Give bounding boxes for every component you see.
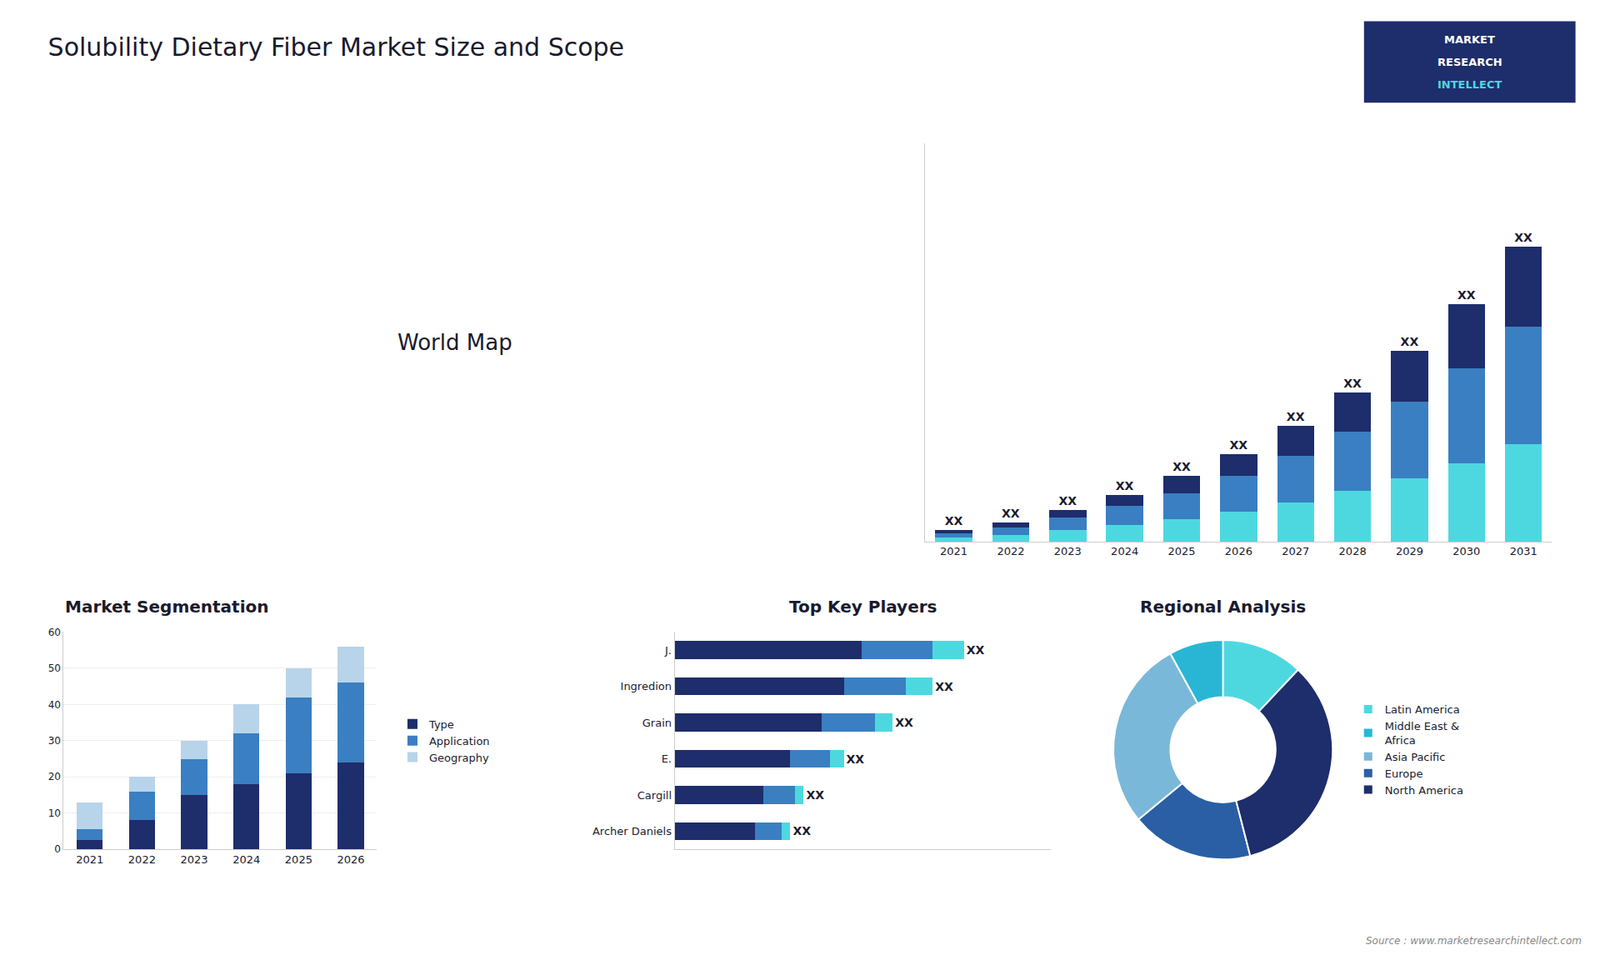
svg-text:XX: XX <box>1286 410 1305 424</box>
svg-text:Ingredion: Ingredion <box>620 680 672 693</box>
svg-text:World Map: World Map <box>397 330 513 355</box>
svg-text:Latin America: Latin America <box>1385 703 1460 716</box>
svg-text:2031: 2031 <box>1510 545 1538 558</box>
svg-text:Solubility Dietary Fiber Marke: Solubility Dietary Fiber Market Size and… <box>48 32 625 62</box>
svg-text:North America: North America <box>1385 784 1464 797</box>
svg-text:XX: XX <box>1230 438 1249 452</box>
svg-text:50: 50 <box>48 662 61 675</box>
svg-text:2025: 2025 <box>1167 545 1195 558</box>
svg-text:Geography: Geography <box>429 751 490 765</box>
svg-text:2028: 2028 <box>1339 545 1367 558</box>
svg-text:INTELLECT: INTELLECT <box>1437 78 1502 91</box>
svg-text:XX: XX <box>1001 506 1020 520</box>
svg-text:Grain: Grain <box>642 716 672 730</box>
svg-text:40: 40 <box>48 699 61 711</box>
svg-text:2026: 2026 <box>1225 545 1253 558</box>
svg-text:2024: 2024 <box>1110 545 1139 558</box>
svg-text:XX: XX <box>935 680 954 694</box>
svg-text:XX: XX <box>792 824 811 838</box>
svg-text:E.: E. <box>661 752 672 765</box>
svg-text:2024: 2024 <box>232 853 260 866</box>
svg-text:XX: XX <box>1058 494 1077 508</box>
svg-text:XX: XX <box>1457 288 1476 302</box>
svg-text:2029: 2029 <box>1395 545 1424 558</box>
svg-text:XX: XX <box>1514 230 1533 245</box>
svg-text:10: 10 <box>48 807 61 820</box>
svg-text:XX: XX <box>945 514 964 528</box>
svg-text:60: 60 <box>48 626 61 639</box>
svg-text:Regional Analysis: Regional Analysis <box>1140 596 1306 617</box>
svg-text:30: 30 <box>48 735 61 747</box>
svg-text:MARKET: MARKET <box>1444 33 1495 46</box>
svg-text:XX: XX <box>1172 460 1191 474</box>
svg-text:2025: 2025 <box>285 853 313 866</box>
svg-text:XX: XX <box>805 788 825 802</box>
svg-text:XX: XX <box>1400 335 1420 349</box>
svg-text:J.: J. <box>664 644 672 657</box>
svg-text:XX: XX <box>895 715 914 730</box>
svg-text:2021: 2021 <box>940 545 968 558</box>
svg-text:RESEARCH: RESEARCH <box>1437 55 1503 69</box>
svg-text:20: 20 <box>48 770 61 783</box>
svg-text:2022: 2022 <box>996 545 1025 558</box>
svg-text:Cargill: Cargill <box>637 789 672 802</box>
svg-text:2027: 2027 <box>1281 545 1310 558</box>
svg-text:2023: 2023 <box>1054 545 1082 558</box>
svg-text:Asia Pacific: Asia Pacific <box>1385 750 1446 764</box>
svg-text:2023: 2023 <box>180 853 209 866</box>
svg-text:2021: 2021 <box>75 853 104 866</box>
svg-text:Archer Daniels: Archer Daniels <box>592 825 672 838</box>
svg-text:Source : www.marketresearchint: Source : www.marketresearchintellect.com <box>1365 935 1582 947</box>
svg-text:Application: Application <box>429 735 490 748</box>
svg-text:Type: Type <box>428 718 455 731</box>
svg-text:2030: 2030 <box>1452 545 1480 558</box>
svg-text:XX: XX <box>846 752 865 766</box>
svg-text:Market Segmentation: Market Segmentation <box>65 596 270 617</box>
svg-text:XX: XX <box>1343 376 1362 390</box>
svg-text:XX: XX <box>966 643 985 657</box>
svg-text:0: 0 <box>54 843 61 855</box>
svg-text:Europe: Europe <box>1385 767 1424 780</box>
svg-text:2026: 2026 <box>337 853 365 866</box>
svg-text:2022: 2022 <box>128 853 156 866</box>
svg-text:Top Key Players: Top Key Players <box>789 596 937 617</box>
svg-text:Middle East &Africa: Middle East &Africa <box>1385 720 1460 747</box>
svg-text:XX: XX <box>1115 479 1135 493</box>
